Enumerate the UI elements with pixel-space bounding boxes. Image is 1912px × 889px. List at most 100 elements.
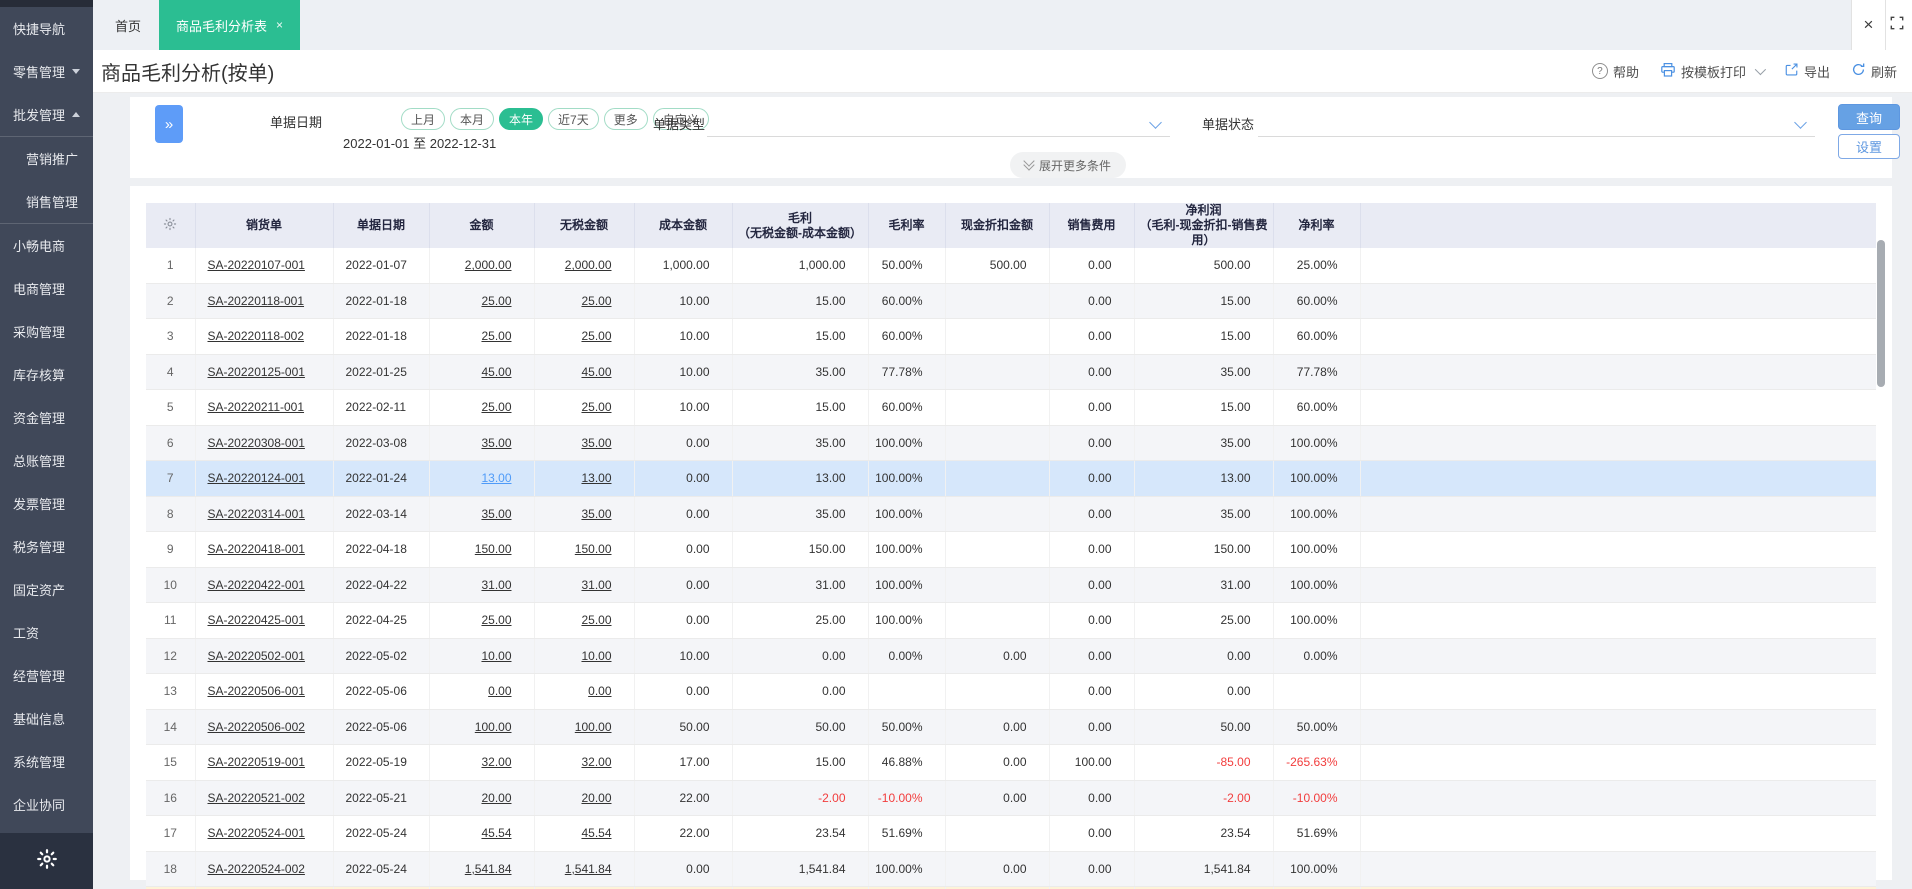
tax_free-link[interactable]: 35.00 bbox=[581, 506, 612, 521]
sales-order-link[interactable]: SA-20220308-001 bbox=[207, 435, 305, 450]
tax_free-link[interactable]: 32.00 bbox=[581, 755, 612, 770]
sales-order-link[interactable]: SA-20220118-002 bbox=[207, 329, 305, 344]
sales-order-link[interactable]: SA-20220422-001 bbox=[207, 577, 305, 592]
table-row[interactable]: 5 SA-20220211-001 2022-02-11 25.00 25.00 10.0… bbox=[146, 389, 1876, 426]
date-pill[interactable]: 自定义 bbox=[652, 108, 709, 130]
sidebar-item[interactable]: 小畅电商 bbox=[0, 223, 93, 267]
table-row[interactable]: 11 SA-20220425-001 2022-04-25 25.00 25.00 0.0… bbox=[146, 602, 1876, 639]
sales-order-link[interactable]: SA-20220506-002 bbox=[207, 719, 305, 734]
sales-order-link[interactable]: SA-20220502-001 bbox=[207, 648, 305, 663]
sidebar-item[interactable]: 电商管理 bbox=[0, 267, 93, 310]
query-button[interactable]: 查询 bbox=[1838, 104, 1900, 130]
tax_free-link[interactable]: 2,000.00 bbox=[564, 258, 612, 273]
sidebar-item[interactable]: 采购管理 bbox=[0, 310, 93, 353]
settings-button[interactable]: 设置 bbox=[1838, 134, 1900, 159]
refresh-button[interactable]: 刷新 bbox=[1851, 62, 1897, 81]
column-settings-header[interactable] bbox=[146, 203, 196, 248]
tax_free-link[interactable]: 25.00 bbox=[581, 400, 612, 415]
sales-order-link[interactable]: SA-20220118-001 bbox=[207, 293, 305, 308]
tax_free-link[interactable]: 45.00 bbox=[581, 364, 612, 379]
tax_free-link[interactable]: 100.00 bbox=[574, 719, 612, 734]
sales-order-link[interactable]: SA-20220107-001 bbox=[207, 258, 305, 273]
sales-order-link[interactable]: SA-20220524-002 bbox=[207, 861, 305, 876]
table-row[interactable]: 10 SA-20220422-001 2022-04-22 31.00 31.00 0.0… bbox=[146, 567, 1876, 603]
amount-link[interactable]: 1,541.84 bbox=[464, 861, 512, 876]
sidebar-item[interactable]: 批发管理 bbox=[0, 93, 93, 136]
sales-order-link[interactable]: SA-20220524-001 bbox=[207, 826, 305, 841]
amount-link[interactable]: 25.00 bbox=[481, 400, 512, 415]
table-row[interactable]: 16 SA-20220521-002 2022-05-21 20.00 20.00 22.… bbox=[146, 780, 1876, 816]
table-row[interactable]: 12 SA-20220502-001 2022-05-02 10.00 10.00 10.… bbox=[146, 638, 1876, 674]
tax_free-link[interactable]: 0.00 bbox=[588, 684, 612, 699]
tax_free-link[interactable]: 31.00 bbox=[581, 577, 612, 592]
amount-link[interactable]: 45.54 bbox=[481, 826, 512, 841]
amount-link[interactable]: 13.00 bbox=[481, 471, 512, 486]
amount-link[interactable]: 0.00 bbox=[488, 684, 512, 699]
table-row[interactable]: 3 SA-20220118-002 2022-01-18 25.00 25.00 10.0… bbox=[146, 318, 1876, 355]
amount-link[interactable]: 25.00 bbox=[481, 613, 512, 628]
doc-type-select[interactable] bbox=[707, 111, 1170, 137]
sales-order-link[interactable]: SA-20220211-001 bbox=[207, 400, 305, 415]
tax_free-link[interactable]: 35.00 bbox=[581, 435, 612, 450]
table-row[interactable]: 1 SA-20220107-001 2022-01-07 2,000.00 2,000.… bbox=[146, 248, 1876, 284]
sidebar-item[interactable]: 快捷导航 bbox=[0, 7, 93, 50]
table-row[interactable]: 15 SA-20220519-001 2022-05-19 32.00 32.00 17.… bbox=[146, 744, 1876, 781]
sales-order-link[interactable]: SA-20220125-001 bbox=[207, 364, 305, 379]
amount-link[interactable]: 35.00 bbox=[481, 435, 512, 450]
amount-link[interactable]: 32.00 bbox=[481, 755, 512, 770]
export-button[interactable]: 导出 bbox=[1784, 62, 1830, 81]
sidebar-item[interactable]: 总账管理 bbox=[0, 439, 93, 482]
amount-link[interactable]: 150.00 bbox=[474, 542, 512, 557]
table-row[interactable]: 8 SA-20220314-001 2022-03-14 35.00 35.00 0.00… bbox=[146, 496, 1876, 532]
tab-close-icon[interactable]: × bbox=[276, 18, 284, 32]
amount-link[interactable]: 31.00 bbox=[481, 577, 512, 592]
amount-link[interactable]: 10.00 bbox=[481, 648, 512, 663]
table-row[interactable]: 13 SA-20220506-001 2022-05-06 0.00 0.00 0.00 0… bbox=[146, 673, 1876, 710]
tax_free-link[interactable]: 1,541.84 bbox=[564, 861, 612, 876]
tab-home[interactable]: 首页 bbox=[115, 18, 142, 34]
sidebar-item[interactable]: 系统管理 bbox=[0, 740, 93, 783]
sidebar-item[interactable]: 营销推广 bbox=[0, 136, 93, 180]
sidebar-item[interactable]: 库存核算 bbox=[0, 353, 93, 396]
table-row[interactable]: 6 SA-20220308-001 2022-03-08 35.00 35.00 0.00… bbox=[146, 425, 1876, 461]
sidebar-item[interactable]: 零售管理 bbox=[0, 50, 93, 93]
tax_free-link[interactable]: 25.00 bbox=[581, 329, 612, 344]
help-button[interactable]: ? 帮助 bbox=[1591, 62, 1639, 81]
sidebar-item[interactable]: 税务管理 bbox=[0, 525, 93, 568]
table-row[interactable]: 9 SA-20220418-001 2022-04-18 150.00 150.00 0.… bbox=[146, 531, 1876, 568]
print-dropdown-caret-icon[interactable] bbox=[1754, 63, 1767, 76]
amount-link[interactable]: 2,000.00 bbox=[464, 258, 512, 273]
date-pill[interactable]: 上月 bbox=[401, 108, 446, 130]
sales-order-link[interactable]: SA-20220519-001 bbox=[207, 755, 305, 770]
sales-order-link[interactable]: SA-20220521-002 bbox=[207, 790, 305, 805]
sidebar-item[interactable]: 经营管理 bbox=[0, 654, 93, 697]
amount-link[interactable]: 25.00 bbox=[481, 329, 512, 344]
amount-link[interactable]: 20.00 bbox=[481, 790, 512, 805]
tax_free-link[interactable]: 10.00 bbox=[581, 648, 612, 663]
sidebar-item[interactable]: 基础信息 bbox=[0, 697, 93, 740]
collapse-filter-button[interactable]: » bbox=[155, 105, 183, 143]
sales-order-link[interactable]: SA-20220314-001 bbox=[207, 506, 305, 521]
tax_free-link[interactable]: 150.00 bbox=[574, 542, 612, 557]
settings-gear-icon[interactable] bbox=[36, 848, 57, 874]
amount-link[interactable]: 25.00 bbox=[481, 293, 512, 308]
sidebar-item[interactable]: 固定资产 bbox=[0, 568, 93, 611]
tax_free-link[interactable]: 25.00 bbox=[581, 293, 612, 308]
window-close-button[interactable]: × bbox=[1851, 0, 1885, 50]
table-row[interactable]: 17 SA-20220524-001 2022-05-24 45.54 45.54 22.… bbox=[146, 815, 1876, 852]
date-pill[interactable]: 本月 bbox=[450, 108, 495, 130]
tax_free-link[interactable]: 25.00 bbox=[581, 613, 612, 628]
date-pill[interactable]: 更多 bbox=[603, 108, 648, 130]
sales-order-link[interactable]: SA-20220124-001 bbox=[207, 471, 305, 486]
sidebar-item[interactable]: 销售管理 bbox=[0, 180, 93, 223]
sidebar-item[interactable]: 企业协同 bbox=[0, 783, 93, 826]
table-row[interactable]: 18 SA-20220524-002 2022-05-24 1,541.84 1,541… bbox=[146, 851, 1876, 887]
tab-active[interactable]: 商品毛利分析表 × bbox=[159, 0, 301, 50]
table-row[interactable]: 14 SA-20220506-002 2022-05-06 100.00 100.00 5… bbox=[146, 709, 1876, 745]
table-row[interactable]: 7 SA-20220124-001 2022-01-24 13.00 13.00 0.00… bbox=[146, 460, 1876, 497]
sales-order-link[interactable]: SA-20220425-001 bbox=[207, 613, 305, 628]
amount-link[interactable]: 35.00 bbox=[481, 506, 512, 521]
date-pill[interactable]: 本年 bbox=[499, 108, 544, 130]
amount-link[interactable]: 45.00 bbox=[481, 364, 512, 379]
vertical-scrollbar[interactable] bbox=[1877, 240, 1885, 387]
